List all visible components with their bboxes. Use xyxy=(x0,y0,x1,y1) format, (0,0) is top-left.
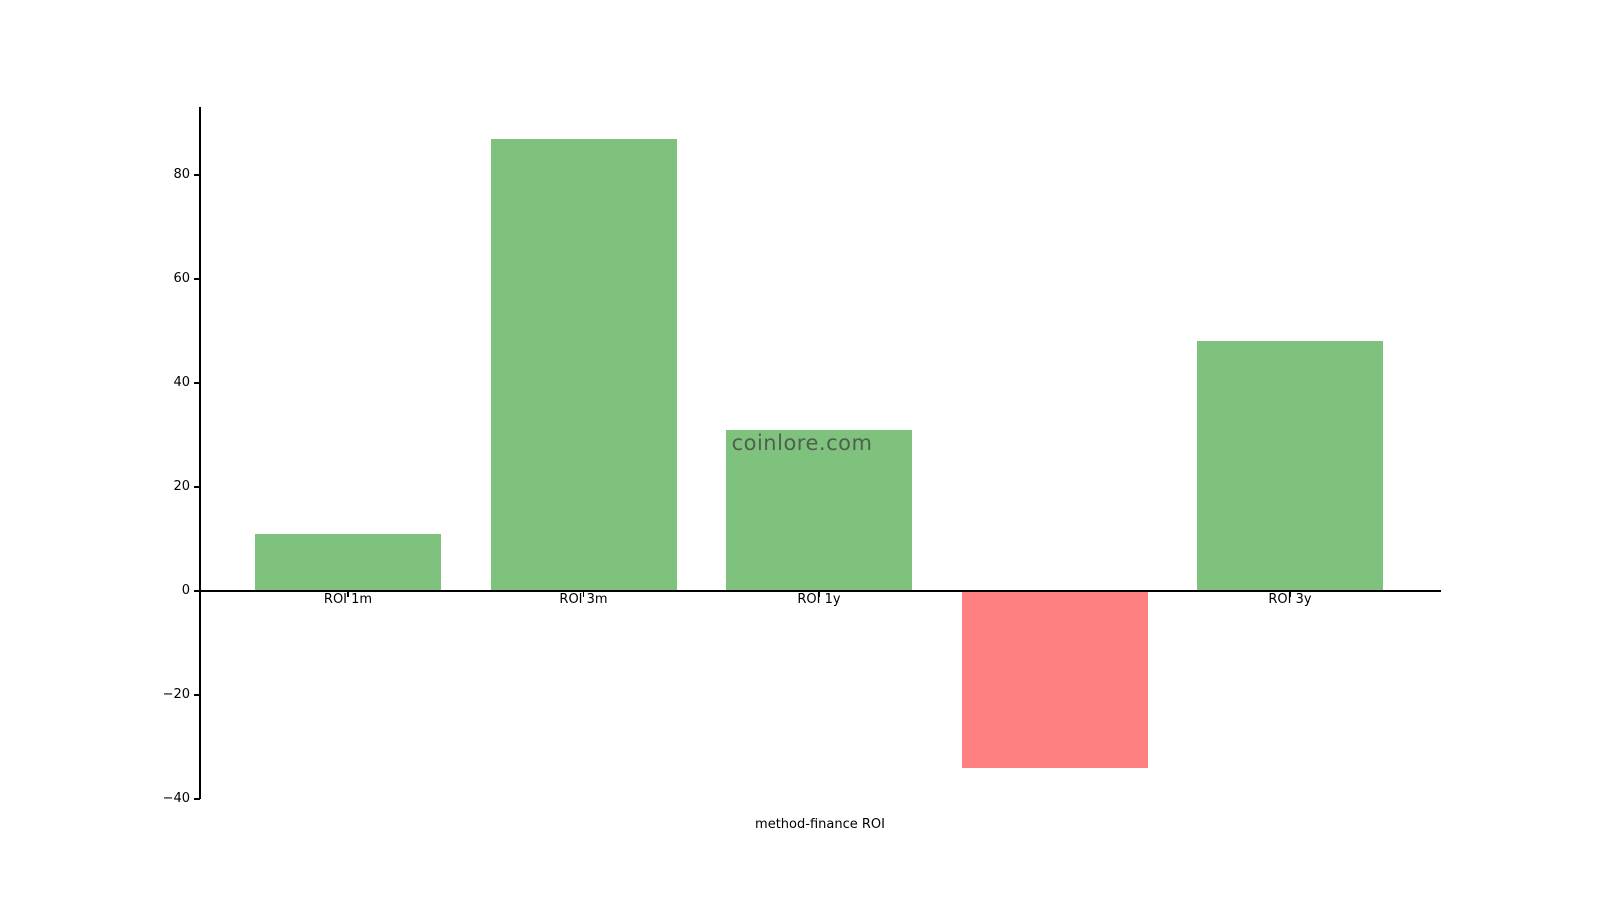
y-tick-label: 20 xyxy=(173,479,190,494)
x-tick-mark xyxy=(1289,590,1291,597)
bar-roi-1m xyxy=(255,533,441,591)
x-tick-mark xyxy=(818,590,820,597)
y-tick-mark xyxy=(194,382,200,384)
bar-roi-1y xyxy=(726,429,912,591)
x-tick-mark xyxy=(582,590,585,597)
zero-baseline xyxy=(200,590,1441,592)
y-tick-mark xyxy=(194,278,200,280)
x-tick-mark xyxy=(347,590,349,597)
x-tick-label: ROI 1m xyxy=(323,592,373,607)
y-tick-label: −40 xyxy=(162,791,190,806)
x-tick-label: ROI 3m xyxy=(559,592,608,607)
y-tick-label: 80 xyxy=(173,167,190,182)
y-axis-spine xyxy=(199,107,201,799)
watermark-text: coinlore.com xyxy=(731,431,873,455)
y-tick-label: −20 xyxy=(162,687,190,702)
x-tick-label: ROI 3y xyxy=(1268,592,1312,607)
y-tick-mark xyxy=(194,486,200,488)
y-tick-mark xyxy=(194,798,200,800)
y-tick-mark xyxy=(194,694,200,696)
y-tick-label: 0 xyxy=(181,583,190,598)
y-tick-label: 60 xyxy=(173,271,190,286)
y-tick-mark xyxy=(194,590,200,592)
bar-unlabeled-3 xyxy=(961,591,1148,768)
y-tick-label: 40 xyxy=(173,375,190,390)
chart-xlabel: method-finance ROI xyxy=(755,817,885,832)
x-tick-label: ROI 1y xyxy=(797,592,841,607)
bar-roi-3m xyxy=(490,138,677,591)
y-tick-mark xyxy=(194,174,200,176)
bar-roi-3y xyxy=(1197,341,1383,591)
